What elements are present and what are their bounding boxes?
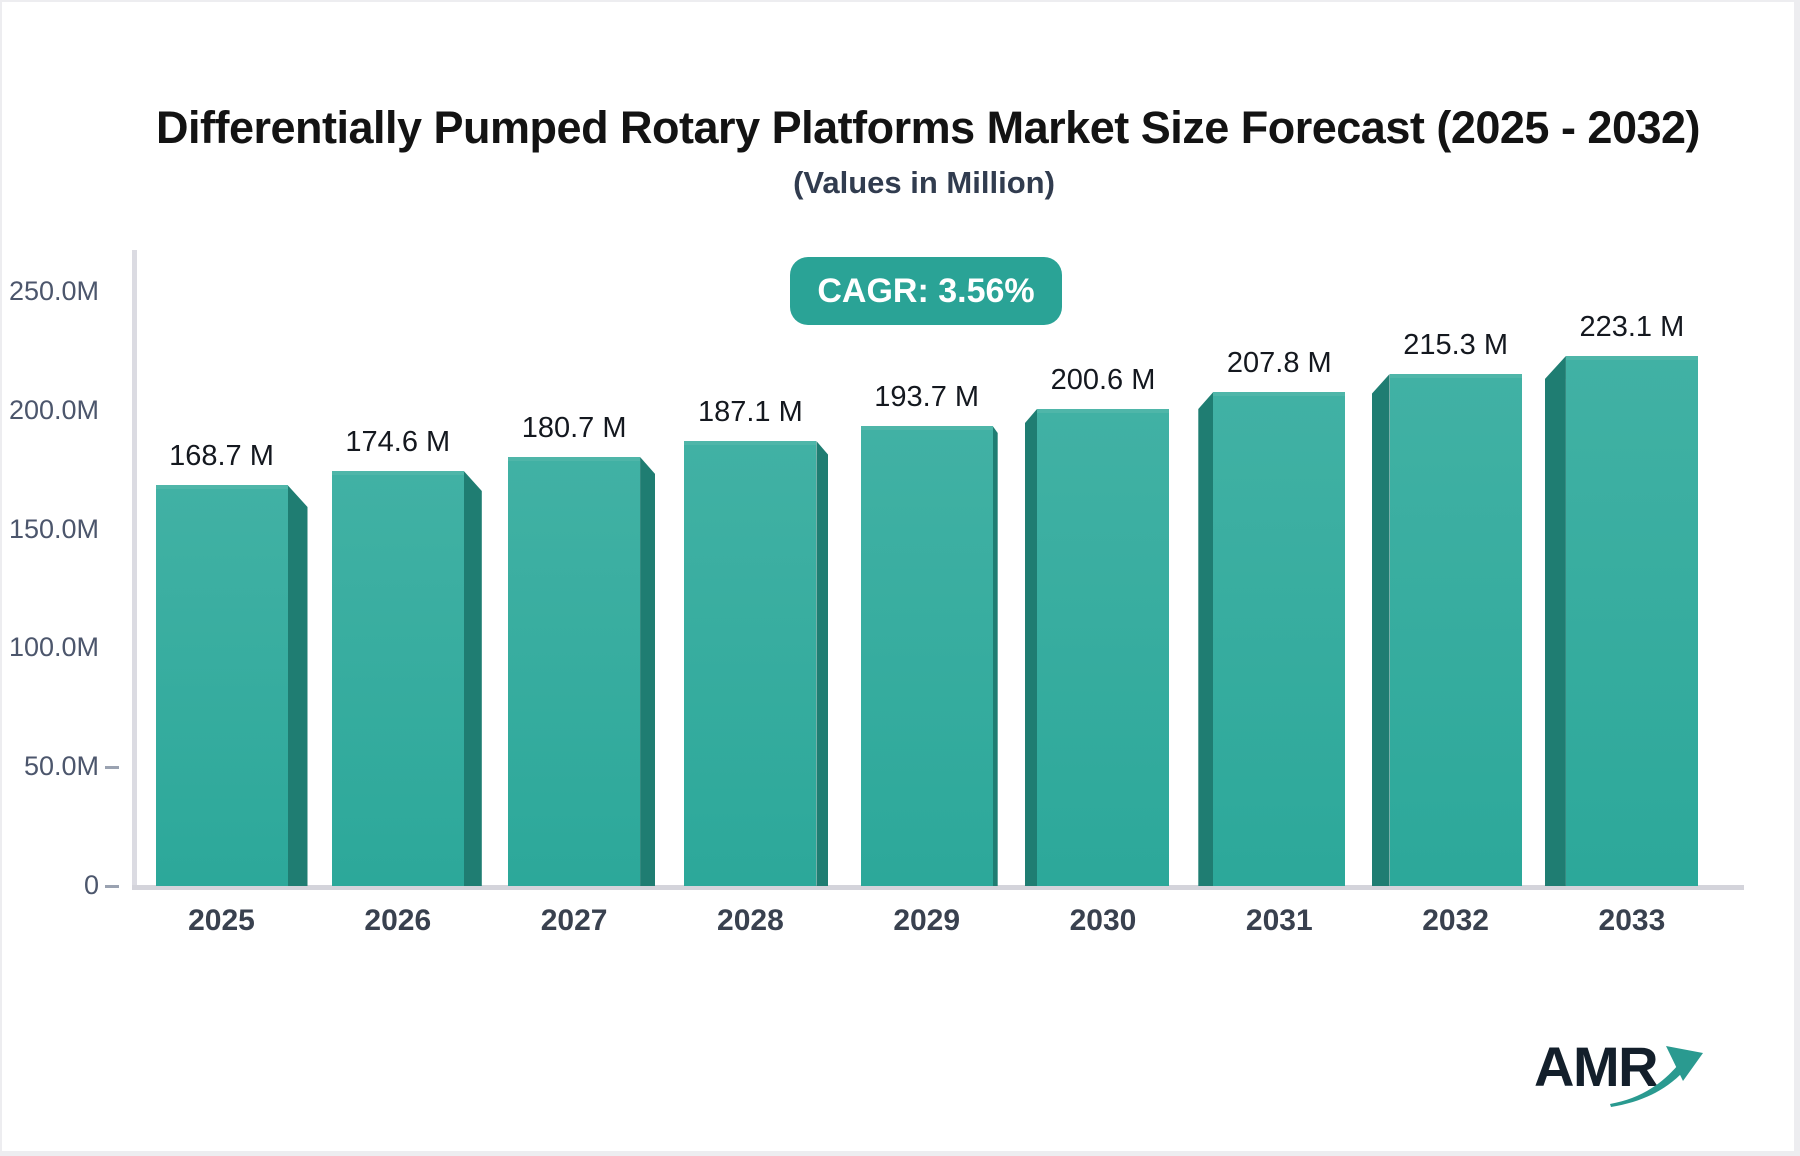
- bar-value-label: 180.7 M: [521, 412, 627, 444]
- cagr-badge: CAGR: 3.56%: [790, 257, 1062, 325]
- x-tick-label: 2027: [540, 904, 608, 937]
- bar-3d-side: [1544, 356, 1566, 886]
- bar-3d-side: [816, 441, 829, 886]
- growth-arrow-icon: [1610, 1046, 1703, 1107]
- chart-subtitle: (Values in Million): [793, 165, 1055, 200]
- bar-2027: [508, 457, 641, 886]
- bar-value-label: 168.7 M: [169, 440, 274, 472]
- bar-3d-side: [463, 471, 482, 886]
- bar-3d-side: [640, 457, 656, 886]
- y-tick-mark: [105, 766, 119, 770]
- x-tick-label: 2026: [364, 904, 432, 937]
- y-tick-label: 0: [83, 870, 99, 900]
- bar-2026: [331, 471, 464, 886]
- y-tick-label: 200.0M: [8, 394, 99, 425]
- x-tick-label: 2030: [1069, 904, 1137, 937]
- bar-2031: [1213, 392, 1346, 886]
- bar-value-label: 174.6 M: [345, 426, 451, 458]
- bar-3d-side: [992, 426, 998, 886]
- bar-3d-side: [1198, 392, 1214, 886]
- amr-logo: AMR: [1534, 1035, 1659, 1098]
- x-tick-label: 2029: [893, 904, 961, 937]
- y-tick-mark: [105, 885, 119, 888]
- bar-value-label: 223.1 M: [1579, 311, 1685, 343]
- chart-title: Differentially Pumped Rotary Platforms M…: [155, 102, 1701, 153]
- y-tick-label: 50.0M: [23, 751, 99, 782]
- y-tick-label: 250.0M: [8, 276, 99, 306]
- x-tick-label: 2031: [1245, 904, 1313, 937]
- x-tick-label: 2025: [188, 904, 255, 937]
- bar-value-label: 200.6 M: [1050, 364, 1156, 396]
- y-axis-line: [132, 250, 137, 890]
- bar-3d-side: [287, 485, 308, 886]
- bar-value-label: 215.3 M: [1403, 329, 1508, 361]
- x-tick-label: 2028: [717, 904, 784, 937]
- bar-2030: [1037, 409, 1169, 886]
- x-axis-line: [132, 885, 1744, 890]
- bar-value-label: 193.7 M: [874, 381, 980, 413]
- x-tick-label: 2033: [1598, 904, 1666, 937]
- bar-2025: [155, 485, 288, 886]
- y-tick-label: 150.0M: [8, 513, 99, 544]
- bar-2033: [1565, 356, 1698, 886]
- bar-value-label: 187.1 M: [697, 396, 803, 428]
- bar-2028: [684, 441, 817, 886]
- bar-3d-side: [1025, 409, 1037, 886]
- bar-value-label: 207.8 M: [1226, 347, 1332, 379]
- bar-3d-side: [1371, 374, 1390, 886]
- x-tick-label: 2032: [1422, 904, 1489, 937]
- bar-2029: [860, 426, 993, 886]
- y-tick-label: 100.0M: [8, 632, 99, 663]
- bar-2032: [1389, 374, 1522, 886]
